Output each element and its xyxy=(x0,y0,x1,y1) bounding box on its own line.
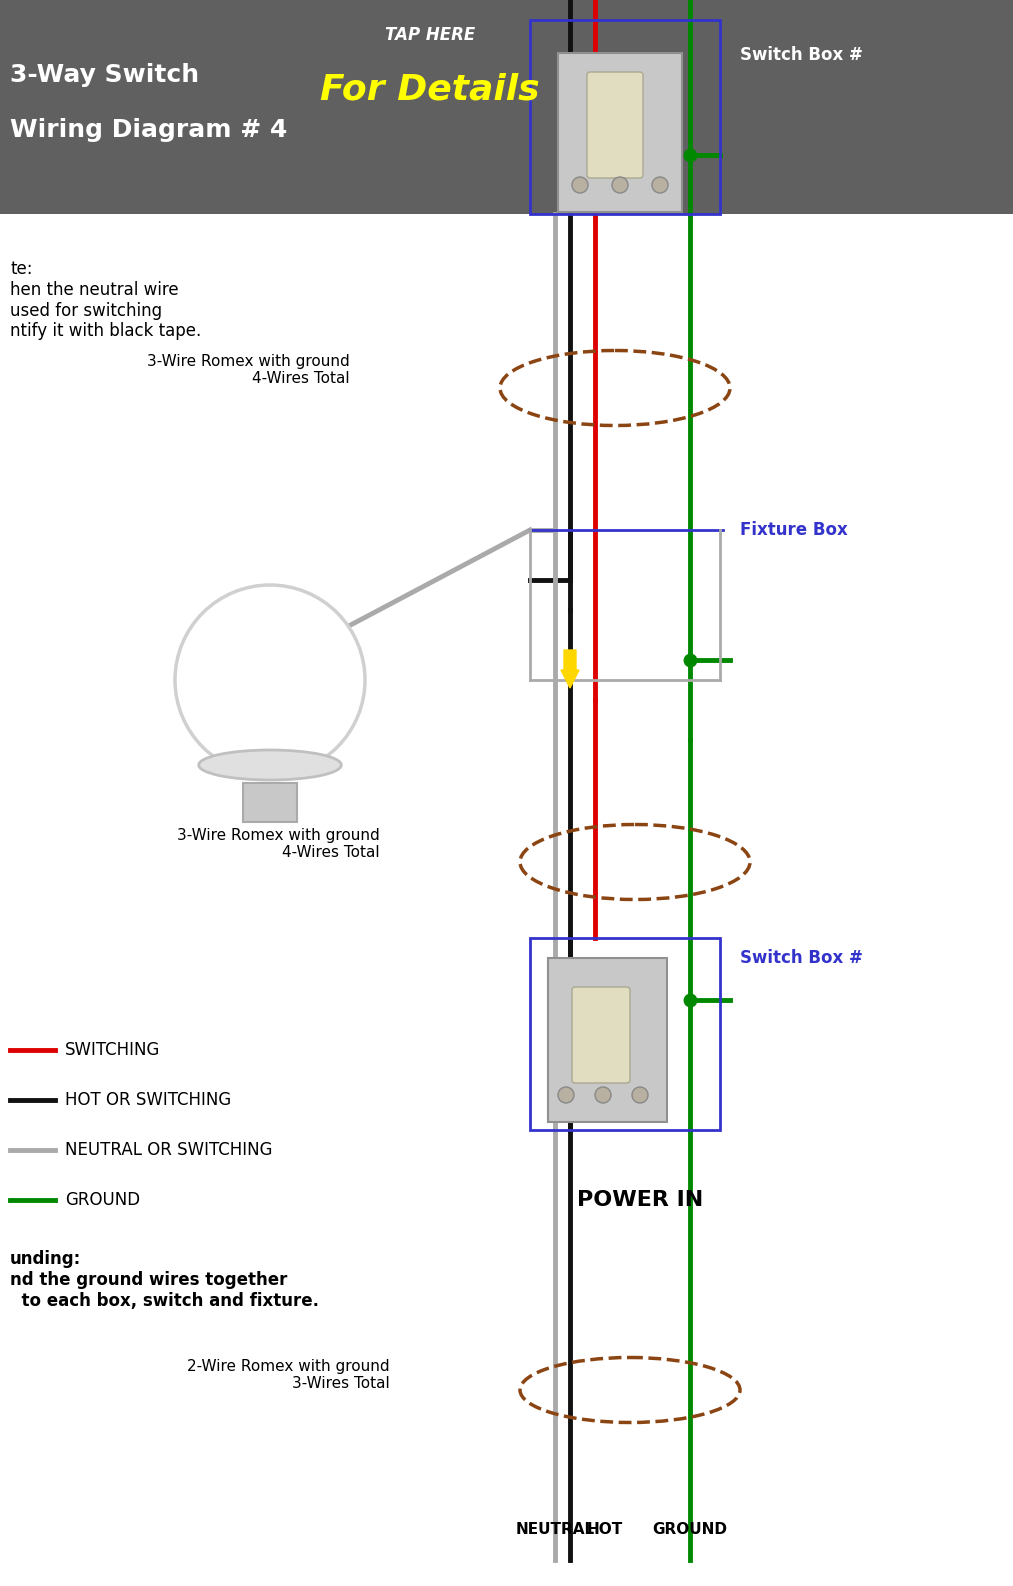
Circle shape xyxy=(632,1086,648,1102)
Text: NEUTRAL: NEUTRAL xyxy=(516,1523,595,1537)
FancyArrow shape xyxy=(561,650,579,688)
Text: TAP HERE: TAP HERE xyxy=(385,25,475,44)
Ellipse shape xyxy=(199,750,341,780)
Circle shape xyxy=(595,1086,611,1102)
Text: Wiring Diagram # 4: Wiring Diagram # 4 xyxy=(10,117,288,143)
Text: Switch Box #: Switch Box # xyxy=(741,46,863,63)
FancyBboxPatch shape xyxy=(587,71,643,178)
FancyBboxPatch shape xyxy=(558,52,682,213)
Text: 3-Wire Romex with ground
4-Wires Total: 3-Wire Romex with ground 4-Wires Total xyxy=(147,354,350,387)
Text: HOT: HOT xyxy=(587,1523,623,1537)
Text: NEUTRAL OR SWITCHING: NEUTRAL OR SWITCHING xyxy=(65,1140,272,1159)
Circle shape xyxy=(572,178,588,193)
Text: POWER IN: POWER IN xyxy=(576,1190,703,1210)
Text: GROUND: GROUND xyxy=(652,1523,727,1537)
Text: Fixture Box: Fixture Box xyxy=(741,520,848,539)
Text: 2-Wire Romex with ground
3-Wires Total: 2-Wire Romex with ground 3-Wires Total xyxy=(187,1359,390,1391)
Circle shape xyxy=(558,1086,574,1102)
Circle shape xyxy=(612,178,628,193)
FancyBboxPatch shape xyxy=(548,958,667,1121)
Text: HOT OR SWITCHING: HOT OR SWITCHING xyxy=(65,1091,231,1109)
Text: 3-Wire Romex with ground
4-Wires Total: 3-Wire Romex with ground 4-Wires Total xyxy=(177,828,380,860)
Text: 3-Way Switch: 3-Way Switch xyxy=(10,63,200,87)
Text: SWITCHING: SWITCHING xyxy=(65,1040,160,1059)
FancyBboxPatch shape xyxy=(572,986,630,1083)
Text: For Details: For Details xyxy=(320,73,540,106)
Circle shape xyxy=(175,585,365,776)
Text: GROUND: GROUND xyxy=(65,1191,140,1209)
FancyBboxPatch shape xyxy=(0,0,1013,214)
Circle shape xyxy=(652,178,668,193)
FancyBboxPatch shape xyxy=(243,783,297,822)
Text: Switch Box #: Switch Box # xyxy=(741,948,863,967)
Text: te:
hen the neutral wire
used for switching
ntify it with black tape.: te: hen the neutral wire used for switch… xyxy=(10,260,202,341)
Text: unding:
nd the ground wires together
  to each box, switch and fixture.: unding: nd the ground wires together to … xyxy=(10,1250,319,1310)
